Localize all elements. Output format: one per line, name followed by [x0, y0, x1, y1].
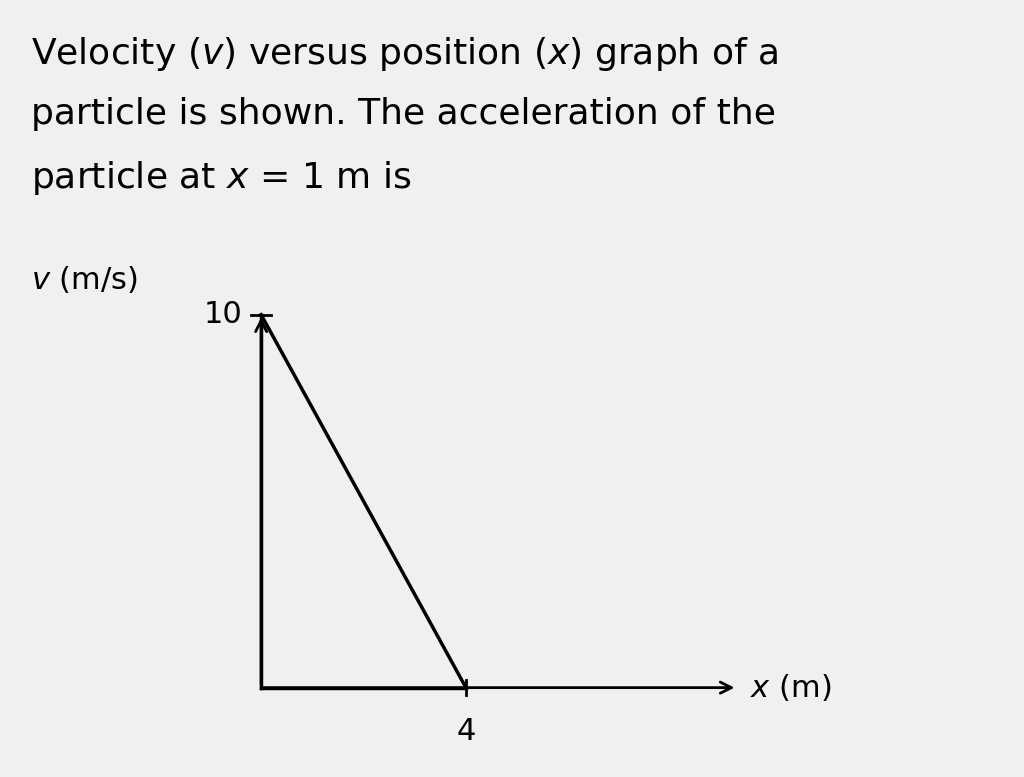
Text: 10: 10: [204, 300, 243, 329]
Text: 4: 4: [457, 717, 475, 746]
Text: particle is shown. The acceleration of the: particle is shown. The acceleration of t…: [31, 97, 775, 131]
Text: particle at $x$ = 1 m is: particle at $x$ = 1 m is: [31, 159, 412, 197]
Text: $v$ (m/s): $v$ (m/s): [31, 264, 137, 295]
Text: $x$ (m): $x$ (m): [750, 672, 831, 703]
Text: Velocity ($v$) versus position ($x$) graph of a: Velocity ($v$) versus position ($x$) gra…: [31, 35, 778, 73]
